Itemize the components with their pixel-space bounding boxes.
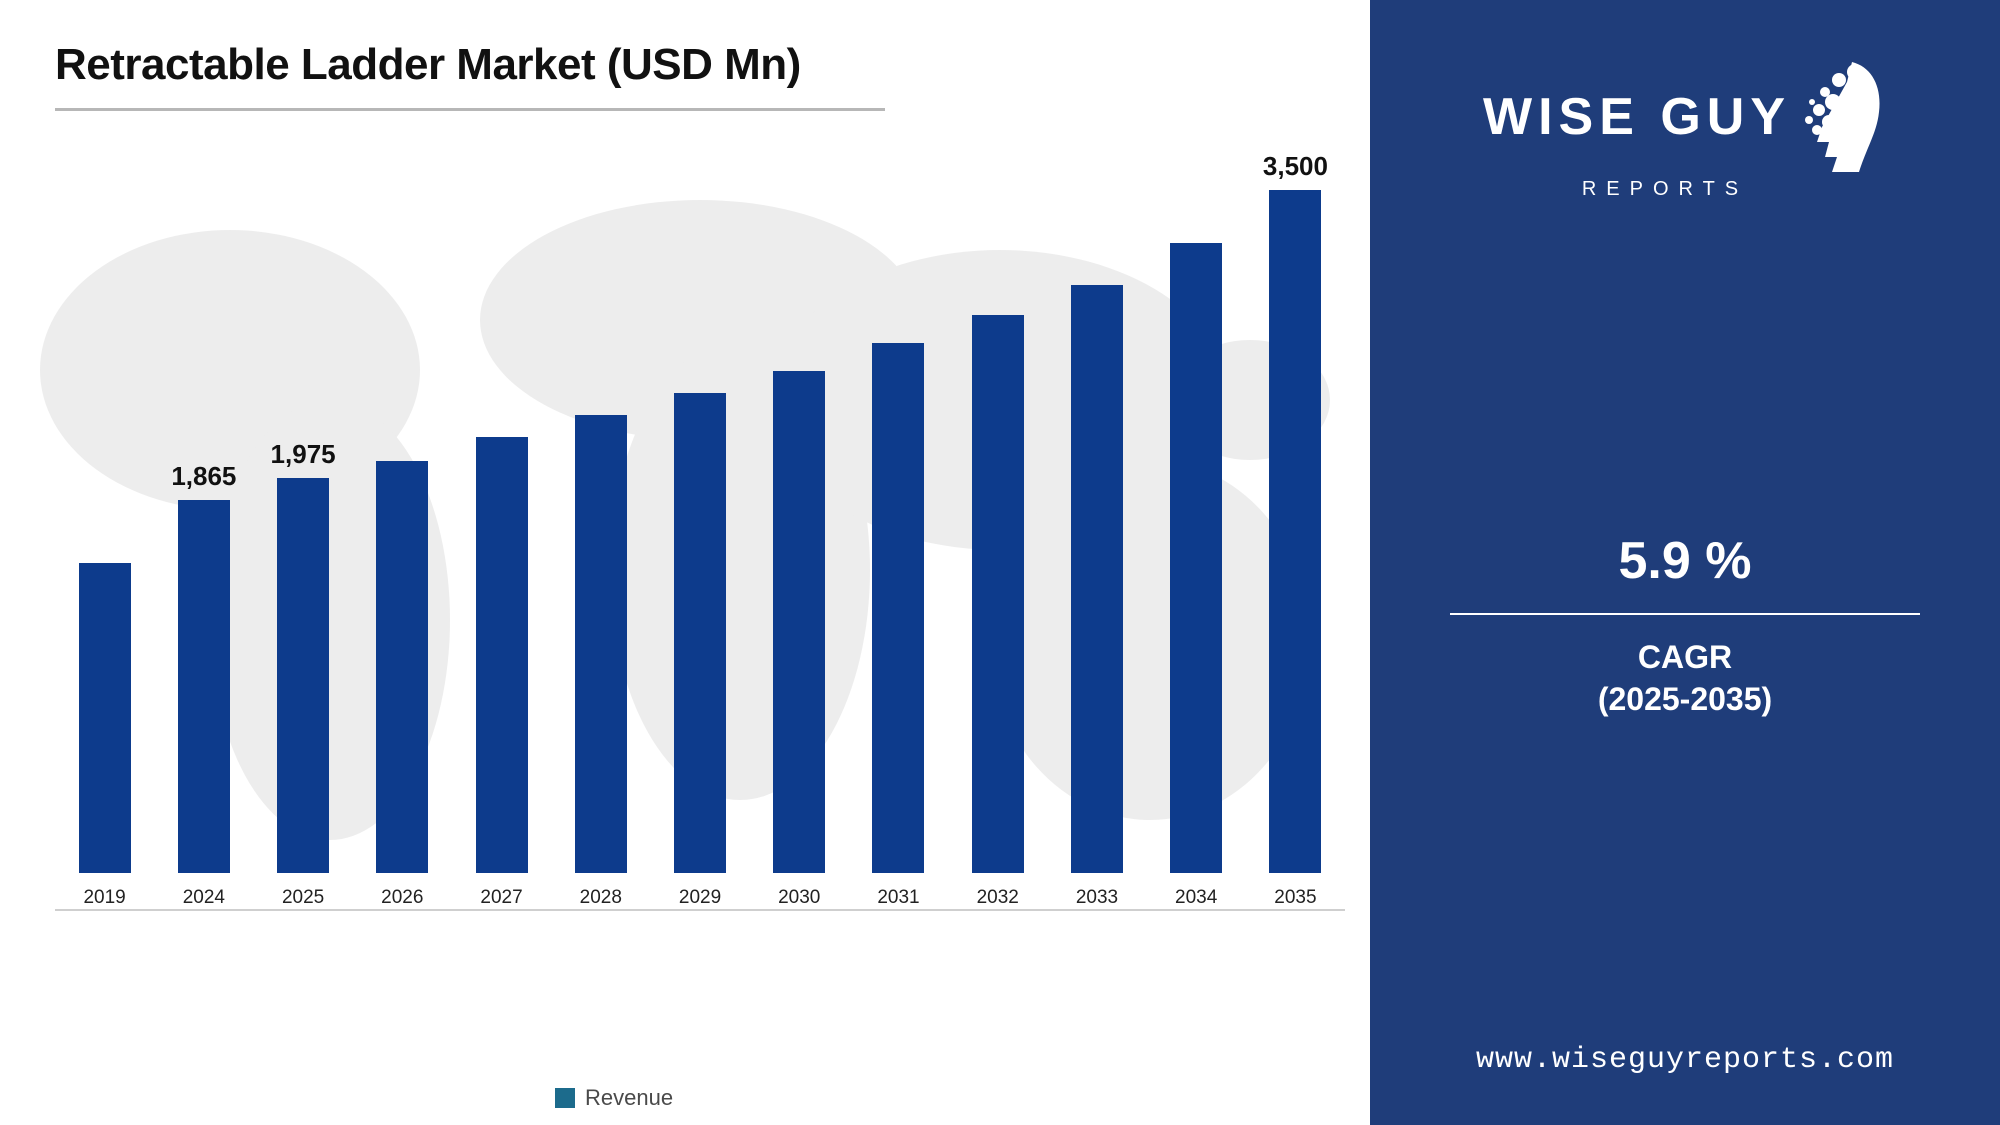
chart-legend[interactable]: Revenue — [555, 1085, 673, 1111]
bar-2034[interactable] — [1170, 243, 1222, 873]
bar-2019[interactable] — [79, 563, 131, 873]
chart-title: Retractable Ladder Market (USD Mn) — [55, 40, 1315, 90]
bar-column-2027[interactable]: 2027 — [452, 151, 551, 909]
logo-main-text: WISE GUY — [1483, 91, 1791, 143]
bar-axis-label-2026: 2026 — [381, 887, 423, 909]
bar-value-label-2024: 1,865 — [171, 461, 236, 492]
bar-axis-label-2029: 2029 — [679, 887, 721, 909]
logo-sub-text: REPORTS — [1582, 178, 1748, 201]
bar-2031[interactable] — [872, 343, 924, 873]
bar-axis-label-2025: 2025 — [282, 887, 324, 909]
bar-2030[interactable] — [773, 371, 825, 873]
bar-2035[interactable] — [1269, 190, 1321, 873]
bar-column-2032[interactable]: 2032 — [948, 151, 1047, 909]
bar-axis-label-2034: 2034 — [1175, 887, 1217, 909]
bar-value-label-2025: 1,975 — [271, 439, 336, 470]
chart-panel: Retractable Ladder Market (USD Mn) 2019 1… — [0, 0, 1370, 1125]
bar-2027[interactable] — [476, 437, 528, 873]
bar-column-2033[interactable]: 2033 — [1047, 151, 1146, 909]
bar-2028[interactable] — [575, 415, 627, 873]
bar-column-2026[interactable]: 2026 — [353, 151, 452, 909]
bar-2033[interactable] — [1071, 285, 1123, 873]
bar-axis-label-2032: 2032 — [977, 887, 1019, 909]
bar-column-2031[interactable]: 2031 — [849, 151, 948, 909]
bar-column-2030[interactable]: 2030 — [750, 151, 849, 909]
bar-column-2035[interactable]: 3,500 2035 — [1246, 151, 1345, 909]
legend-color-swatch — [555, 1088, 575, 1108]
cagr-value: 5.9 % — [1619, 531, 1752, 591]
bar-2026[interactable] — [376, 461, 428, 873]
bar-value-label-2035: 3,500 — [1263, 151, 1328, 182]
bar-column-2025[interactable]: 1,975 2025 — [253, 151, 352, 909]
bar-axis-label-2019: 2019 — [83, 887, 125, 909]
bar-2025[interactable] — [277, 478, 329, 873]
bar-axis-label-2028: 2028 — [580, 887, 622, 909]
side-panel: WISE GUY REPORTS 5.9 % — [1370, 0, 2000, 1125]
bar-axis-label-2030: 2030 — [778, 887, 820, 909]
legend-label: Revenue — [585, 1085, 673, 1111]
bar-axis-label-2033: 2033 — [1076, 887, 1118, 909]
bar-column-2024[interactable]: 1,865 2024 — [154, 151, 253, 909]
cagr-stat-block: 5.9 % CAGR (2025-2035) — [1450, 531, 1920, 720]
brand-logo: WISE GUY REPORTS — [1483, 62, 1887, 201]
slide-container: Retractable Ladder Market (USD Mn) 2019 1… — [0, 0, 2000, 1125]
logo-face-icon — [1797, 62, 1887, 172]
bar-column-2029[interactable]: 2029 — [650, 151, 749, 909]
bar-axis-label-2035: 2035 — [1274, 887, 1316, 909]
bar-2029[interactable] — [674, 393, 726, 873]
bar-2024[interactable] — [178, 500, 230, 873]
cagr-label: CAGR (2025-2035) — [1598, 637, 1772, 720]
bar-column-2034[interactable]: 2034 — [1147, 151, 1246, 909]
title-underline — [55, 108, 885, 111]
cagr-divider-line — [1450, 613, 1920, 615]
website-url[interactable]: www.wiseguyreports.com — [1476, 1043, 1894, 1077]
bar-axis-label-2027: 2027 — [480, 887, 522, 909]
bar-chart[interactable]: 2019 1,865 2024 1,975 2025 2026 2027 2028 2029 20… — [55, 151, 1345, 911]
bar-column-2019[interactable]: 2019 — [55, 151, 154, 909]
bar-column-2028[interactable]: 2028 — [551, 151, 650, 909]
bar-axis-label-2031: 2031 — [877, 887, 919, 909]
bar-2032[interactable] — [972, 315, 1024, 873]
bar-axis-label-2024: 2024 — [183, 887, 225, 909]
